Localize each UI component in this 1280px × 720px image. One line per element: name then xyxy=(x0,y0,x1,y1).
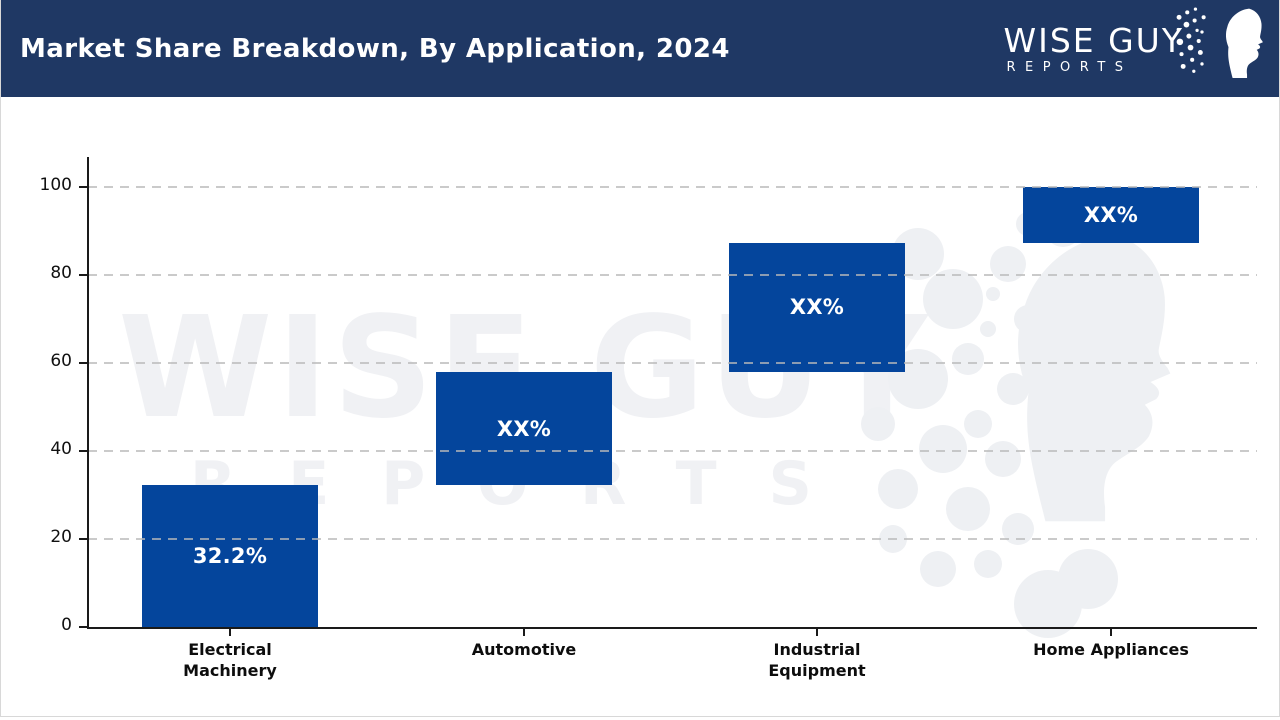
page-title: Market Share Breakdown, By Application, … xyxy=(20,33,730,64)
y-tick-label: 60 xyxy=(50,351,72,371)
bar-value-label: XX% xyxy=(1083,202,1139,227)
x-tick xyxy=(229,629,231,636)
bar-value-label: XX% xyxy=(789,295,845,320)
bar-home-appliances: XX% xyxy=(1023,187,1199,243)
wiseguy-face-icon xyxy=(1176,6,1263,78)
y-tick xyxy=(79,362,88,364)
y-tick-label: 20 xyxy=(50,527,72,547)
y-tick-label: 40 xyxy=(50,439,72,459)
y-tick-label: 100 xyxy=(39,175,72,195)
bar-industrial-equipment: XX% xyxy=(729,242,905,372)
gridline-y-20 xyxy=(88,538,1257,540)
bar-value-label: XX% xyxy=(496,416,552,441)
gridline-y-100 xyxy=(88,186,1257,188)
y-tick xyxy=(79,186,88,188)
x-tick xyxy=(1110,629,1112,636)
x-tick xyxy=(816,629,818,636)
y-tick xyxy=(79,450,88,452)
gridline-y-60 xyxy=(88,362,1257,364)
category-label: Home Appliances xyxy=(1033,640,1189,659)
gridline-y-80 xyxy=(88,274,1257,276)
x-tick xyxy=(523,629,525,636)
y-tick xyxy=(79,538,88,540)
y-tick xyxy=(79,274,88,276)
x-axis-line xyxy=(87,627,1257,629)
bar-automotive: XX% xyxy=(436,371,612,486)
y-tick-label: 0 xyxy=(61,615,72,635)
y-tick-label: 80 xyxy=(50,263,72,283)
brand-name: WISE GUY xyxy=(1003,20,1184,60)
category-label: Electrical Machinery xyxy=(183,640,277,680)
header: Market Share Breakdown, By Application, … xyxy=(0,0,1280,97)
gridline-y-40 xyxy=(88,450,1257,452)
category-label: Automotive xyxy=(471,640,577,659)
brand-logo: WISE GUY REPORTS xyxy=(1003,5,1266,93)
brand-text: WISE GUY REPORTS xyxy=(1003,24,1184,74)
category-label: Industrial Equipment xyxy=(768,640,866,680)
y-tick xyxy=(79,626,88,628)
y-axis-line xyxy=(87,157,89,629)
chart-area: WISE GUY REPORTS 02040608010032.2%Electr… xyxy=(0,97,1280,720)
bar-value-label: 32.2% xyxy=(192,544,268,569)
bar-electrical-machinery: 32.2% xyxy=(142,485,318,627)
brand-subtitle: REPORTS xyxy=(1006,59,1133,75)
